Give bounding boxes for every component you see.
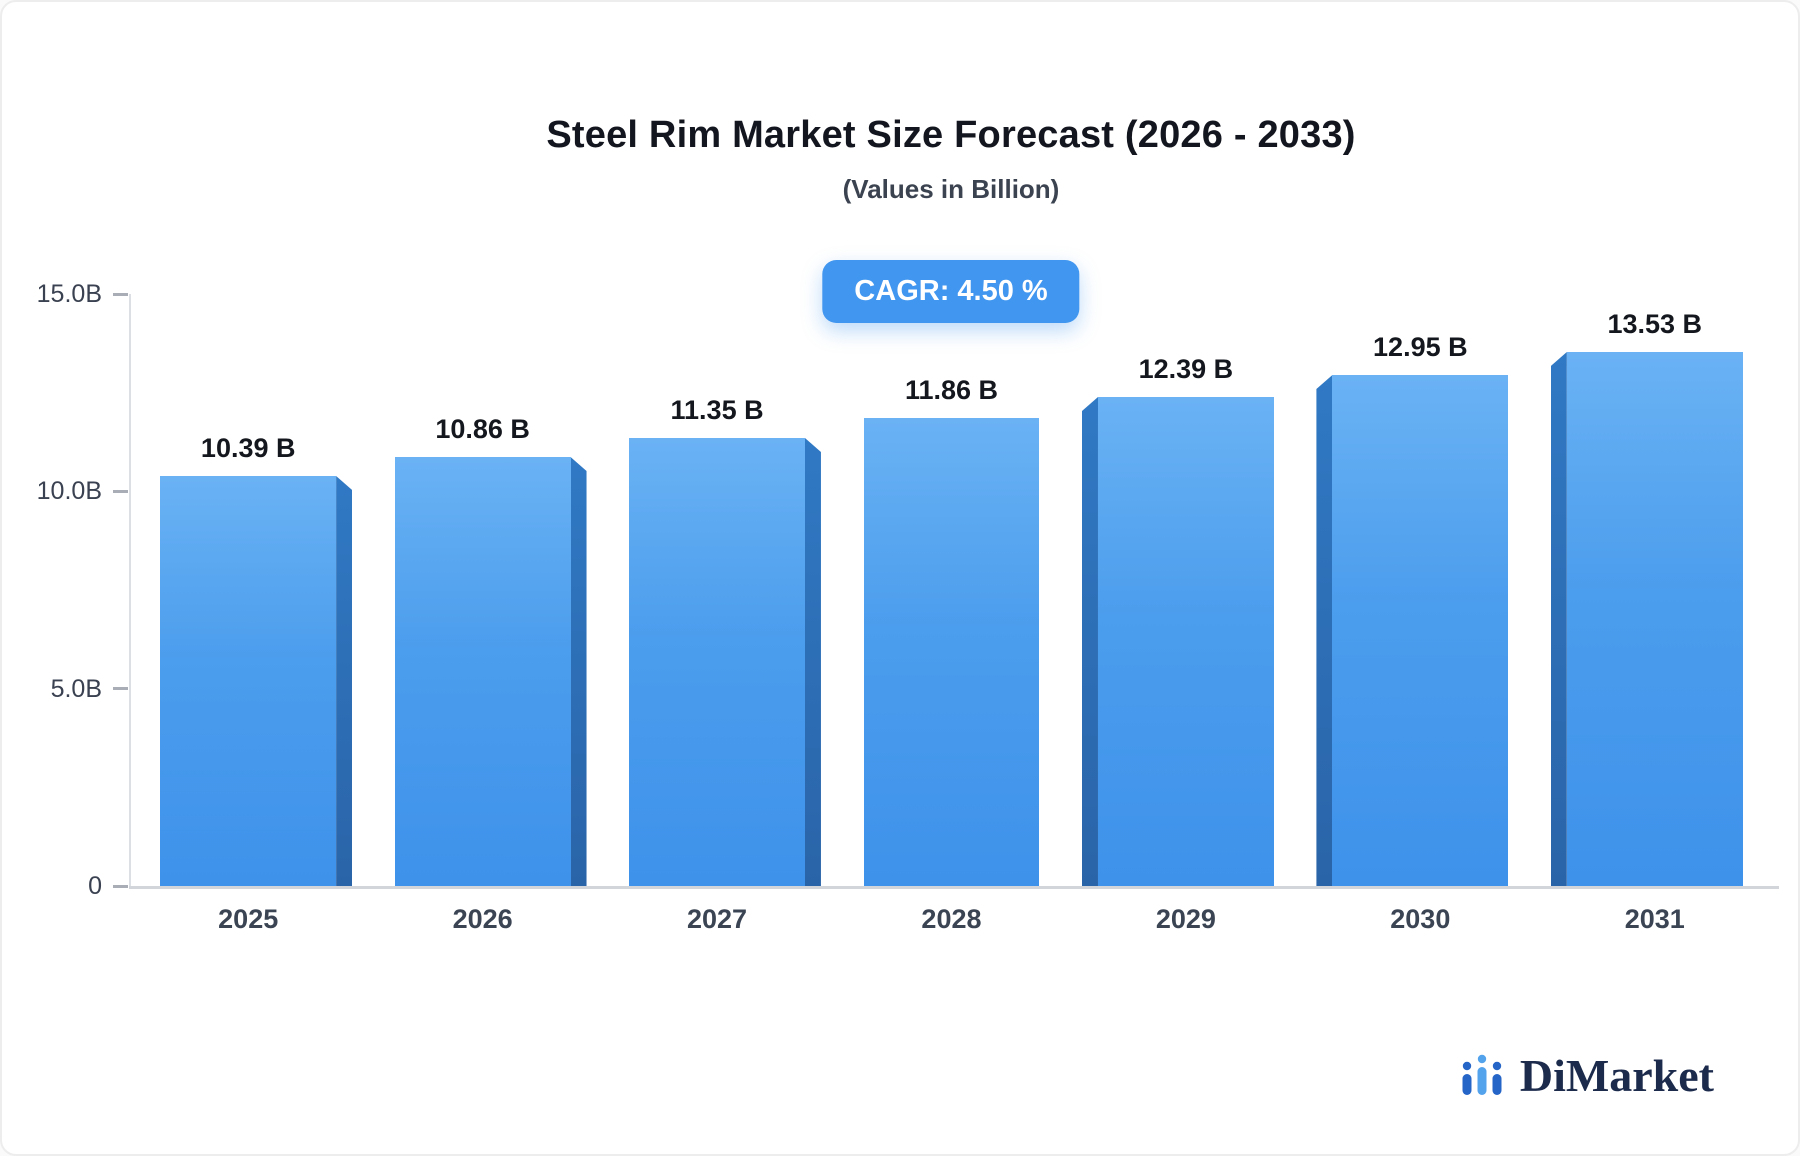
bar-face — [1332, 375, 1509, 886]
bar-group: 10.86 B 2026 — [365, 294, 599, 934]
x-axis-label: 2027 — [687, 904, 748, 934]
bar-face — [863, 418, 1040, 886]
y-axis-line — [129, 294, 131, 888]
bar — [629, 438, 821, 886]
bar-value-label: 12.95 B — [1373, 332, 1468, 362]
x-axis-label: 2026 — [452, 904, 513, 934]
x-axis-label: 2030 — [1390, 904, 1451, 934]
x-axis-label: 2029 — [1155, 904, 1216, 934]
bar-chart-logo-icon — [1458, 1053, 1506, 1099]
bar-group: 11.35 B 2027 — [600, 294, 834, 934]
y-tick-label: 15.0B — [36, 280, 102, 308]
bar — [160, 476, 353, 886]
bar-3d-side — [1081, 397, 1098, 886]
bar — [1081, 397, 1274, 886]
bar-3d-side — [336, 476, 353, 886]
bar-3d-side — [804, 438, 821, 886]
bar — [1550, 352, 1743, 886]
bar-3d-side — [1316, 375, 1333, 886]
bar-value-label: 10.39 B — [200, 433, 296, 463]
x-axis-label: 2025 — [218, 904, 279, 934]
x-axis-baseline — [129, 886, 1779, 889]
y-tick-mark — [113, 489, 128, 493]
cagr-badge: CAGR: 4.50 % — [822, 260, 1080, 323]
bar-group: 11.86 B 2028 — [834, 294, 1068, 934]
y-tick-label: 5.0B — [50, 674, 102, 703]
y-tick-mark — [113, 292, 128, 296]
bar-face — [394, 457, 571, 886]
bar — [1316, 375, 1509, 886]
chart-subtitle: (Values in Billion) — [842, 174, 1060, 204]
bar-group: 13.53 B 2031 — [1538, 294, 1772, 934]
bar — [394, 457, 587, 886]
y-tick-label: 10.0B — [36, 477, 102, 506]
chart-title: Steel Rim Market Size Forecast (2026 - 2… — [546, 114, 1356, 156]
y-tick-label: 0 — [88, 872, 102, 900]
bar-face — [160, 476, 337, 886]
bar-face — [1566, 352, 1743, 886]
x-axis-label: 2028 — [921, 904, 982, 934]
bar-face — [1097, 397, 1274, 886]
plot-area: 10.39 B 2025 10.86 B 2026 11.35 B 2027 11.86 B… — [131, 294, 1772, 934]
bar-value-label: 12.39 B — [1138, 354, 1234, 384]
bar — [863, 418, 1040, 886]
bar-group: 10.39 B 2025 — [131, 294, 365, 934]
y-tick-mark — [113, 884, 128, 888]
x-axis-label: 2031 — [1624, 904, 1685, 934]
brand-name: DiMarket — [1519, 1050, 1714, 1101]
bar-value-label: 13.53 B — [1607, 309, 1703, 339]
bar-value-label: 11.86 B — [904, 375, 999, 405]
bar-face — [629, 438, 805, 886]
bar-value-label: 10.86 B — [435, 414, 530, 444]
bar-3d-side — [1550, 352, 1567, 886]
bar-3d-side — [570, 457, 587, 886]
bar-group: 12.95 B 2030 — [1303, 294, 1537, 934]
y-tick-mark — [113, 687, 128, 691]
brand-logo: DiMarket — [1458, 1049, 1714, 1102]
bar-value-label: 11.35 B — [670, 395, 764, 425]
bar-group: 12.39 B 2029 — [1069, 294, 1303, 934]
